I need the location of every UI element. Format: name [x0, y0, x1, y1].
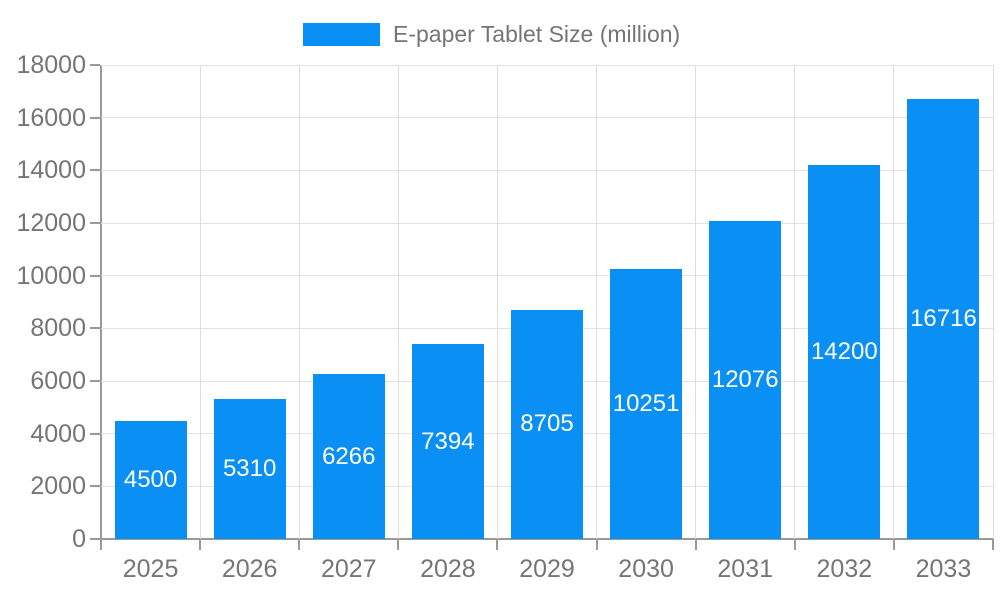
v-gridline	[596, 65, 598, 539]
x-axis-tick	[694, 540, 697, 550]
x-axis-tick	[298, 540, 301, 550]
bar-value-label: 5310	[222, 455, 277, 483]
bar[interactable]: 10251	[610, 269, 683, 539]
plot-area: 4500 5310 6266 7394 8705 10251 12076 14200 16716	[90, 64, 994, 550]
bar[interactable]: 8705	[511, 309, 583, 539]
y-tick-label: 10000	[16, 261, 86, 290]
x-axis-tick	[199, 540, 202, 550]
y-tick-label: 16000	[16, 103, 86, 132]
h-gridline	[101, 275, 993, 277]
v-gridline	[397, 65, 399, 539]
bar[interactable]: 6266	[312, 374, 385, 539]
h-gridline	[101, 64, 993, 66]
bar[interactable]: 4500	[114, 420, 187, 539]
bar-value-label: 14200	[810, 338, 878, 366]
bar-value-label: 6266	[322, 442, 376, 470]
bar-value-label: 4500	[123, 465, 178, 493]
x-tick-label: 2032	[816, 555, 873, 583]
x-axis-tick	[892, 540, 895, 550]
v-gridline	[893, 65, 895, 539]
y-axis-tick	[90, 538, 100, 540]
y-tick-label: 12000	[16, 209, 86, 237]
y-tick-label: 4000	[30, 419, 86, 448]
v-gridline	[199, 65, 201, 539]
y-tick-label: 18000	[16, 51, 86, 79]
y-axis-tick	[90, 169, 100, 172]
x-tick-label: 2029	[519, 555, 575, 583]
bar-value-label: 10251	[612, 390, 680, 418]
x-axis-tick	[992, 540, 994, 550]
bar[interactable]: 5310	[213, 399, 286, 539]
bar-value-label: 16716	[910, 304, 977, 332]
x-axis-tick	[793, 540, 796, 550]
legend-item[interactable]: E-paper Tablet Size (million)	[303, 21, 680, 48]
y-tick-label: 2000	[30, 472, 86, 501]
x-tick-label: 2033	[915, 555, 972, 583]
h-gridline	[101, 117, 993, 119]
x-tick-label: 2027	[320, 555, 377, 583]
bar[interactable]: 12076	[709, 221, 782, 539]
y-tick-label: 8000	[30, 314, 86, 343]
bar-value-label: 7394	[421, 427, 475, 455]
x-axis-tick	[397, 540, 400, 550]
bar[interactable]: 7394	[411, 344, 484, 539]
x-tick-label: 2030	[618, 555, 674, 583]
v-gridline	[992, 65, 994, 539]
x-axis-tick	[100, 540, 102, 550]
y-axis-tick	[90, 64, 100, 66]
v-gridline	[794, 65, 796, 539]
y-axis-tick	[90, 432, 100, 435]
legend: E-paper Tablet Size (million)	[303, 21, 680, 48]
legend-label: E-paper Tablet Size (million)	[393, 21, 681, 47]
bar-value-label: 8705	[520, 410, 574, 438]
y-axis-tick	[90, 380, 100, 382]
h-gridline	[101, 222, 993, 224]
bar[interactable]: 14200	[808, 165, 881, 539]
bar[interactable]: 16716	[907, 98, 980, 539]
y-axis-tick	[90, 222, 100, 224]
y-tick-label: 14000	[16, 156, 86, 185]
x-tick-label: 2026	[221, 555, 278, 583]
x-axis-tick	[496, 540, 499, 550]
y-axis-tick	[90, 485, 100, 488]
legend-swatch-icon	[303, 23, 380, 46]
bar-value-label: 12076	[711, 366, 779, 393]
x-axis-line	[100, 538, 994, 540]
y-tick-label: 0	[72, 525, 86, 553]
x-tick-label: 2028	[420, 555, 476, 583]
x-tick-label: 2025	[122, 555, 179, 583]
v-gridline	[496, 65, 498, 539]
x-tick-label: 2031	[717, 555, 774, 583]
y-axis-tick	[90, 327, 100, 330]
x-axis-tick	[595, 540, 598, 550]
y-axis-tick	[90, 274, 100, 277]
y-tick-label: 6000	[30, 367, 86, 395]
v-gridline	[695, 65, 697, 539]
y-axis-tick	[90, 116, 100, 119]
h-gridline	[101, 169, 993, 171]
y-axis-line	[100, 65, 102, 539]
v-gridline	[298, 65, 300, 539]
